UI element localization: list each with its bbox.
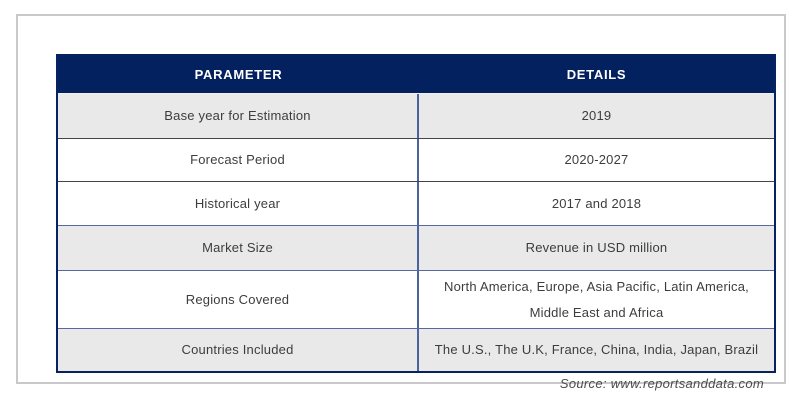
cell-details: 2019 <box>419 94 774 138</box>
table-row-historical-year: Historical year 2017 and 2018 <box>58 181 774 225</box>
cell-details-text: North America, Europe, Asia Pacific, Lat… <box>444 278 749 320</box>
cell-details: 2020-2027 <box>419 139 774 181</box>
cell-parameter: Countries Included <box>58 329 419 371</box>
column-header-details: DETAILS <box>566 67 627 82</box>
cell-details: North America, Europe, Asia Pacific, Lat… <box>419 271 774 328</box>
cell-parameter: Forecast Period <box>58 139 419 181</box>
table-row-forecast-period: Forecast Period 2020-2027 <box>58 138 774 181</box>
cell-details: The U.S., The U.K, France, China, India,… <box>419 329 774 371</box>
cell-parameter: Market Size <box>58 226 419 270</box>
table-header-row: PARAMETER DETAILS <box>58 56 774 93</box>
cell-parameter: Regions Covered <box>58 271 419 328</box>
figure-card: PARAMETER DETAILS Base year for Estimati… <box>16 14 786 391</box>
cell-details: Revenue in USD million <box>419 226 774 270</box>
table-row-regions-covered: Regions Covered North America, Europe, A… <box>58 270 774 328</box>
cell-parameter: Base year for Estimation <box>58 94 419 138</box>
table-row-base-year: Base year for Estimation 2019 <box>58 93 774 138</box>
table-row-market-size: Market Size Revenue in USD million <box>58 225 774 270</box>
source-attribution: Source: www.reportsanddata.com <box>559 376 764 391</box>
table-row-countries-included: Countries Included The U.S., The U.K, Fr… <box>58 328 774 371</box>
cell-details: 2017 and 2018 <box>419 182 774 225</box>
column-header-parameter: PARAMETER <box>194 67 283 82</box>
cell-parameter: Historical year <box>58 182 419 225</box>
parameters-table: PARAMETER DETAILS Base year for Estimati… <box>56 54 776 373</box>
